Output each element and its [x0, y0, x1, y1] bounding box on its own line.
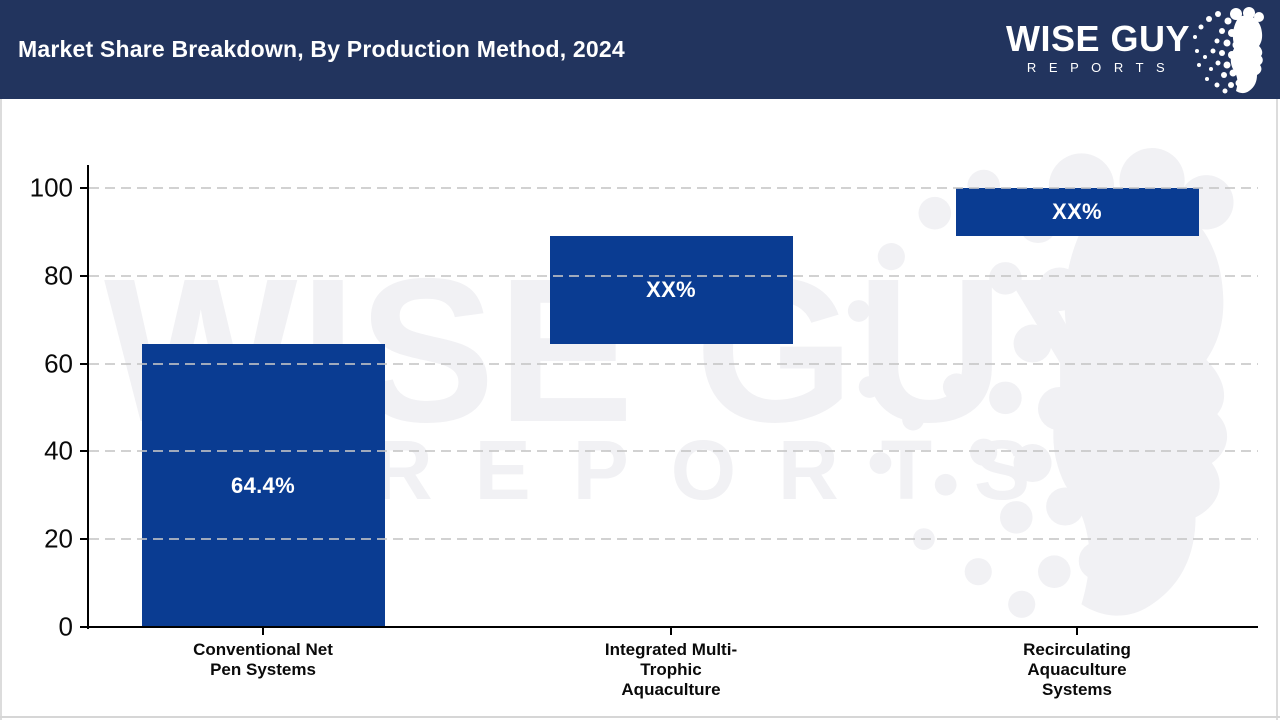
y-axis-label-0: 0	[58, 611, 73, 642]
bar-value-label-3: XX%	[1052, 199, 1102, 225]
card-border-right	[1276, 99, 1278, 720]
gridline-80	[89, 274, 1258, 277]
card-border-bottom	[0, 716, 1280, 718]
header-banner: Market Share Breakdown, By Production Me…	[0, 0, 1280, 99]
y-axis-label-80: 80	[44, 260, 73, 291]
y-axis-label-60: 60	[44, 348, 73, 379]
card-border-left	[0, 99, 2, 720]
y-axis-tick-20	[80, 538, 88, 541]
watermark-subtitle: REPORTS	[372, 423, 1073, 517]
brand-logo: WISE GUY R E P O R T S	[1000, 0, 1270, 99]
y-axis-tick-100	[80, 187, 88, 189]
brand-wordmark: WISE GUY R E P O R T S	[1005, 18, 1190, 76]
y-axis-label-100: 100	[29, 172, 73, 203]
y-axis-label-20: 20	[44, 523, 73, 554]
bar-segment-1: 64.4%	[141, 344, 385, 627]
category-label-2: Integrated Multi- Trophic Aquaculture	[604, 640, 738, 699]
bar-value-label-2: XX%	[646, 277, 696, 303]
y-axis-tick-40	[80, 450, 88, 453]
y-axis-tick-80	[80, 274, 88, 277]
x-axis-tick-3	[1076, 628, 1078, 635]
y-axis-label-40: 40	[44, 435, 73, 466]
brand-subtitle: R E P O R T S	[1026, 60, 1170, 75]
gridline-100	[89, 187, 1258, 189]
category-label-1: Conventional Net Pen Systems	[193, 640, 333, 679]
gridline-60	[89, 362, 1258, 365]
y-axis-line	[87, 165, 89, 629]
x-axis-tick-2	[670, 628, 672, 635]
brand-name: WISE GUY	[1005, 18, 1190, 59]
category-label-3: Recirculating Aquaculture Systems	[1023, 640, 1131, 699]
gridline-20	[89, 538, 1258, 541]
gridline-40	[89, 450, 1258, 453]
x-axis-tick-1	[262, 628, 264, 635]
x-axis-line	[87, 626, 1258, 628]
bar-value-label-1: 64.4%	[231, 472, 295, 498]
page-title: Market Share Breakdown, By Production Me…	[18, 36, 625, 62]
bar-segment-2: XX%	[549, 236, 793, 345]
y-axis-tick-60	[80, 362, 88, 365]
y-axis-tick-0	[80, 626, 88, 628]
bar-segment-3: XX%	[955, 188, 1199, 237]
